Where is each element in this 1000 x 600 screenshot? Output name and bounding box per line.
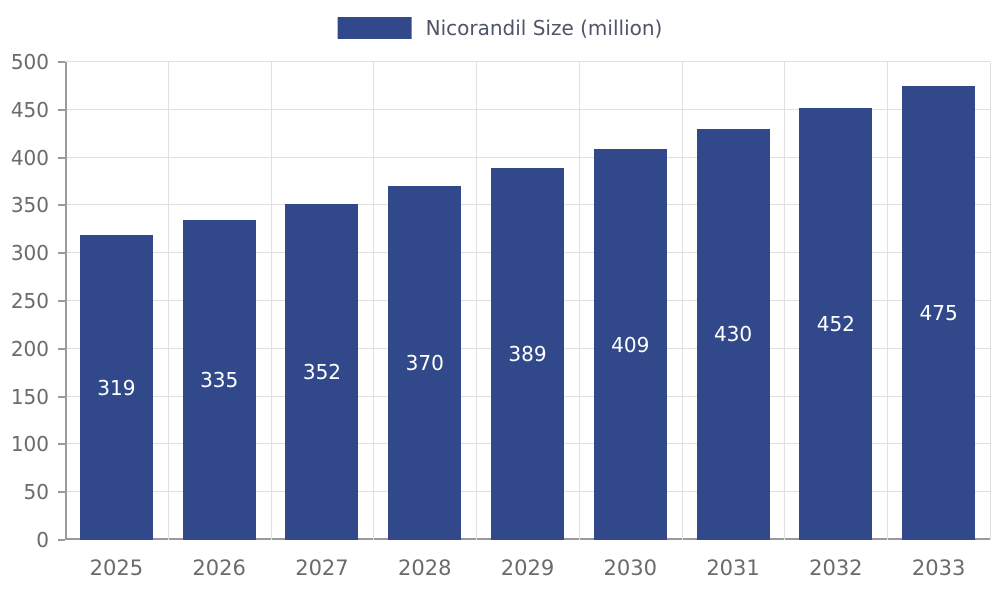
y-tick-mark (58, 108, 65, 111)
plot-area: 319 335 352 370 389 409 430 452 475 (65, 61, 991, 540)
bar-value-label: 370 (405, 351, 444, 376)
x-tick-label: 2025 (89, 556, 144, 580)
v-gridline (476, 62, 478, 540)
y-tick-label: 150 (10, 384, 49, 409)
legend[interactable]: Nicorandil Size (million) (337, 16, 663, 40)
x-tick-label: 2026 (192, 556, 246, 580)
bar-value-label: 475 (919, 300, 958, 325)
legend-swatch-icon (337, 17, 412, 39)
bar-value-label: 389 (508, 342, 547, 367)
h-gridline (65, 156, 990, 158)
bar (388, 186, 462, 540)
bar (593, 149, 667, 540)
bar (182, 219, 256, 540)
y-tick-mark (58, 156, 65, 159)
y-axis: 0 50 100 150 200 250 300 350 400 450 500 (0, 50, 65, 552)
bar-value-label: 409 (611, 332, 650, 357)
v-gridline (270, 62, 272, 540)
x-axis: 2025 2026 2027 2028 2029 2030 2031 2032 2033 (65, 548, 990, 592)
y-tick-mark (58, 539, 65, 541)
x-tick-label: 2028 (397, 556, 452, 580)
y-tick-label: 250 (10, 289, 49, 313)
x-tick-label: 2030 (603, 556, 657, 580)
y-tick-mark (58, 347, 65, 350)
bar (696, 128, 770, 540)
bar (902, 85, 976, 540)
y-tick-mark (58, 300, 65, 302)
x-tick-label: 2027 (295, 556, 349, 580)
bar (285, 203, 359, 540)
y-tick-label: 450 (10, 97, 49, 122)
y-tick-label: 200 (10, 336, 49, 361)
y-tick-mark (58, 61, 65, 63)
y-tick-label: 100 (10, 432, 49, 457)
y-tick-mark (58, 395, 65, 398)
y-tick-mark (58, 252, 65, 255)
bar-value-label: 352 (302, 359, 342, 384)
v-gridline (373, 62, 375, 540)
bar-value-label: 430 (713, 322, 753, 347)
v-gridline (578, 62, 580, 540)
h-gridline (65, 108, 990, 110)
x-tick-label: 2032 (809, 556, 863, 580)
bar (799, 107, 873, 540)
y-axis-line (65, 62, 67, 540)
y-tick-label: 400 (10, 145, 49, 170)
y-tick-label: 0 (36, 528, 49, 552)
y-tick-mark (58, 491, 65, 494)
x-tick-label: 2031 (706, 556, 760, 580)
x-tick-label: 2029 (500, 556, 555, 580)
h-gridline (65, 61, 990, 62)
v-gridline (784, 62, 786, 540)
y-tick-label: 350 (10, 193, 49, 218)
y-tick-label: 300 (10, 241, 49, 266)
bar-value-label: 319 (97, 375, 136, 400)
v-gridline (681, 62, 683, 540)
v-gridline (167, 62, 169, 540)
y-tick-mark (58, 443, 65, 446)
legend-label: Nicorandil Size (million) (425, 16, 663, 40)
bar-value-label: 452 (816, 311, 855, 336)
bar (491, 168, 564, 540)
y-tick-mark (58, 204, 65, 207)
v-gridline (990, 62, 991, 540)
bar (79, 235, 153, 540)
v-gridline (887, 62, 889, 540)
bar-value-label: 335 (200, 367, 239, 392)
y-tick-label: 50 (23, 480, 49, 505)
y-tick-label: 500 (10, 50, 49, 74)
x-tick-label: 2033 (911, 556, 966, 580)
